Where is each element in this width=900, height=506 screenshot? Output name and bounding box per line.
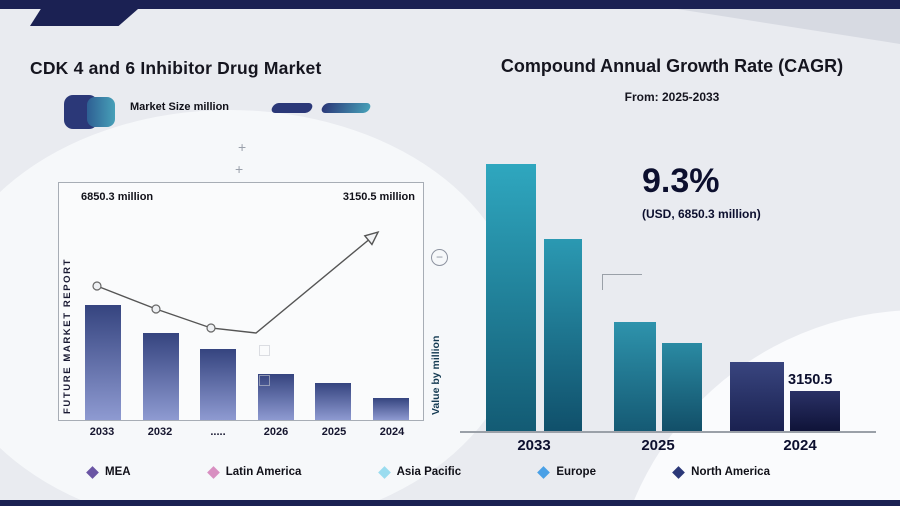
watermark-glyph bbox=[259, 345, 270, 356]
callout-line bbox=[602, 274, 642, 290]
market-bar bbox=[142, 332, 179, 420]
cagr-note: (USD, 6850.3 million) bbox=[642, 207, 761, 221]
market-bar bbox=[315, 383, 352, 420]
legend-pill-navy bbox=[270, 103, 314, 113]
cagr-bar bbox=[544, 238, 582, 431]
cagr-bar bbox=[730, 361, 784, 431]
minus-circle-icon: − bbox=[431, 249, 448, 266]
market-bar bbox=[372, 398, 409, 420]
legend-label: Europe bbox=[556, 466, 596, 478]
market-x-axis: 2033 2032 ..... 2026 2025 2024 bbox=[58, 426, 424, 438]
cagr-bar bbox=[614, 321, 656, 431]
watermark-glyph bbox=[259, 375, 270, 386]
value-axis-label: Value by million bbox=[430, 335, 442, 415]
cagr-bar bbox=[790, 390, 840, 431]
legend-pill-teal bbox=[320, 103, 372, 113]
diamond-icon bbox=[377, 465, 391, 479]
plus-decoration: + bbox=[238, 139, 247, 155]
x-label: 2024 bbox=[783, 437, 817, 454]
cagr-value: 9.3% bbox=[642, 162, 720, 200]
diamond-icon bbox=[206, 465, 220, 479]
x-label: 2024 bbox=[379, 426, 405, 438]
corner-ribbon bbox=[30, 9, 138, 26]
region-legend: MEA Latin America Asia Pacific Europe No… bbox=[86, 465, 770, 479]
market-bar bbox=[200, 348, 237, 420]
cagr-bars bbox=[462, 164, 874, 431]
legend-item-mea: MEA bbox=[86, 465, 131, 479]
x-label: 2033 bbox=[517, 437, 551, 454]
cagr-bar bbox=[662, 342, 702, 431]
market-size-title: CDK 4 and 6 Inhibitor Drug Market bbox=[30, 58, 322, 78]
cylinder-icon-side bbox=[87, 97, 115, 127]
chart-value-end: 3150.5 million bbox=[342, 191, 415, 203]
legend-label: Asia Pacific bbox=[396, 466, 462, 478]
cylinder-icon bbox=[64, 94, 124, 130]
market-size-chart: 6850.3 million 3150.5 million FUTURE MAR… bbox=[58, 182, 424, 421]
x-axis-line bbox=[460, 431, 876, 433]
x-label: 2025 bbox=[641, 437, 675, 454]
legend-label: Latin America bbox=[225, 466, 302, 478]
diamond-icon bbox=[672, 465, 686, 479]
cagr-bar bbox=[486, 164, 536, 431]
bar-value-label: 3150.5 bbox=[788, 372, 833, 388]
x-label: 2025 bbox=[321, 426, 347, 438]
x-label: 2032 bbox=[147, 426, 173, 438]
market-bars bbox=[85, 305, 409, 420]
x-label: 2033 bbox=[89, 426, 115, 438]
legend-item-latin-america: Latin America bbox=[206, 465, 302, 479]
market-size-legend-label: Market Size million bbox=[130, 101, 230, 113]
legend-item-europe: Europe bbox=[537, 465, 596, 479]
x-label: ..... bbox=[210, 426, 226, 438]
market-bar bbox=[85, 305, 121, 420]
chart-value-start: 6850.3 million bbox=[81, 191, 154, 203]
legend-item-north-america: North America bbox=[672, 465, 770, 479]
x-label: 2026 bbox=[263, 426, 289, 438]
diamond-icon bbox=[537, 465, 551, 479]
top-accent-bar bbox=[0, 0, 900, 9]
cagr-title: Compound Annual Growth Rate (CAGR) bbox=[500, 56, 844, 76]
cagr-subtitle: From: 2025-2033 bbox=[624, 90, 720, 104]
plus-decoration: + bbox=[235, 161, 244, 177]
legend-item-asia-pacific: Asia Pacific bbox=[377, 465, 462, 479]
legend-label: North America bbox=[691, 466, 770, 478]
legend-label: MEA bbox=[105, 466, 131, 478]
market-bar bbox=[257, 374, 294, 420]
diamond-icon bbox=[86, 465, 99, 479]
bottom-accent-bar bbox=[0, 500, 900, 506]
trend-arrow bbox=[92, 231, 380, 334]
